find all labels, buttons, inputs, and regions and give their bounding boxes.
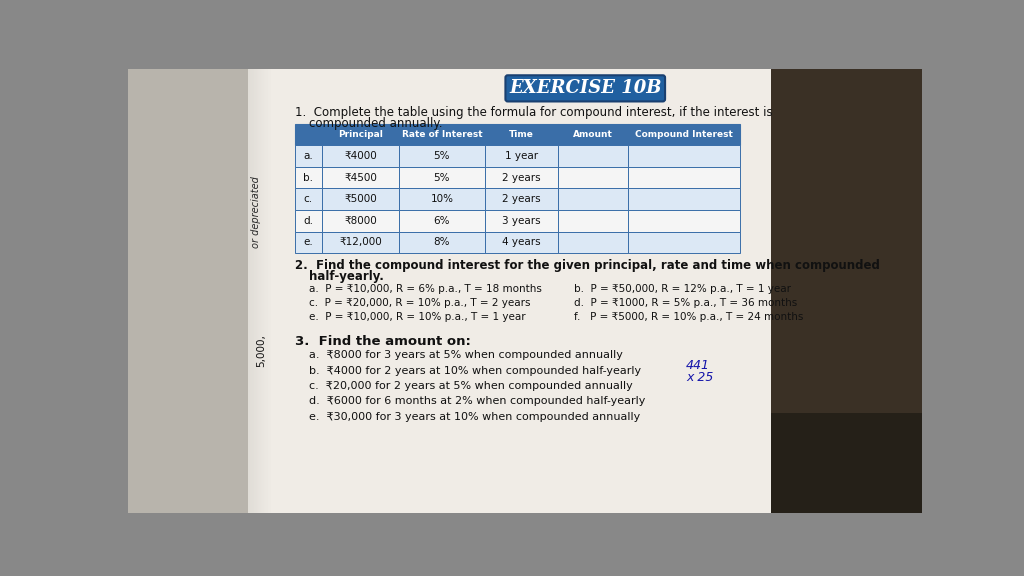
Text: f.   P = ₹5000, R = 10% p.a., T = 24 months: f. P = ₹5000, R = 10% p.a., T = 24 month… (573, 312, 803, 321)
Text: 2 years: 2 years (502, 173, 541, 183)
Text: e.: e. (303, 237, 313, 247)
Text: 1 year: 1 year (505, 151, 538, 161)
Bar (558, 167, 628, 188)
Bar (399, 167, 484, 188)
Text: 3 years: 3 years (502, 216, 541, 226)
Bar (399, 124, 484, 145)
Text: d.  P = ₹1000, R = 5% p.a., T = 36 months: d. P = ₹1000, R = 5% p.a., T = 36 months (573, 298, 797, 308)
Bar (484, 124, 558, 145)
Bar (628, 210, 740, 232)
Bar (322, 188, 399, 210)
Text: 8%: 8% (433, 237, 451, 247)
FancyBboxPatch shape (506, 75, 665, 101)
Text: 6%: 6% (433, 216, 451, 226)
Text: b.  P = ₹50,000, R = 12% p.a., T = 1 year: b. P = ₹50,000, R = 12% p.a., T = 1 year (573, 284, 791, 294)
Text: 441: 441 (686, 359, 710, 372)
Bar (322, 210, 399, 232)
Bar (558, 210, 628, 232)
Bar (628, 124, 740, 145)
Text: compounded annually.: compounded annually. (308, 117, 442, 130)
Bar (295, 145, 322, 167)
Bar (484, 232, 558, 253)
Bar (484, 210, 558, 232)
Bar (628, 145, 740, 167)
Text: 4 years: 4 years (502, 237, 541, 247)
Text: ₹4000: ₹4000 (344, 151, 377, 161)
Text: 5%: 5% (433, 151, 451, 161)
Text: 5%: 5% (433, 173, 451, 183)
Bar (399, 188, 484, 210)
Bar (764, 69, 922, 513)
Bar (710, 69, 922, 513)
Bar (671, 69, 922, 412)
Text: 1.  Complete the table using the formula for compound interest, if the interest : 1. Complete the table using the formula … (295, 106, 772, 119)
Text: c.  P = ₹20,000, R = 10% p.a., T = 2 years: c. P = ₹20,000, R = 10% p.a., T = 2 year… (308, 298, 530, 308)
Bar (628, 188, 740, 210)
Text: 3.  Find the amount on:: 3. Find the amount on: (295, 335, 470, 348)
Bar (399, 232, 484, 253)
Text: b.: b. (303, 173, 313, 183)
Bar (322, 167, 399, 188)
Text: c.  ₹20,000 for 2 years at 5% when compounded annually: c. ₹20,000 for 2 years at 5% when compou… (308, 381, 633, 391)
Bar (399, 210, 484, 232)
Bar (558, 124, 628, 145)
Text: Principal: Principal (338, 130, 383, 139)
Text: 2.  Find the compound interest for the given principal, rate and time when compo: 2. Find the compound interest for the gi… (295, 259, 880, 272)
Bar (295, 232, 322, 253)
Text: 2 years: 2 years (502, 194, 541, 204)
Text: or depreciated: or depreciated (251, 176, 261, 248)
Bar (248, 69, 771, 513)
Bar (484, 145, 558, 167)
Text: c.: c. (304, 194, 312, 204)
Text: ₹4500: ₹4500 (344, 173, 377, 183)
Text: Rate of Interest: Rate of Interest (401, 130, 482, 139)
Bar (322, 124, 399, 145)
Text: Amount: Amount (573, 130, 613, 139)
Bar (295, 124, 322, 145)
Text: e.  ₹30,000 for 3 years at 10% when compounded annually: e. ₹30,000 for 3 years at 10% when compo… (308, 412, 640, 422)
Bar (295, 210, 322, 232)
Text: ₹12,000: ₹12,000 (339, 237, 382, 247)
Bar (484, 167, 558, 188)
Text: b.  ₹4000 for 2 years at 10% when compounded half-yearly: b. ₹4000 for 2 years at 10% when compoun… (308, 366, 641, 376)
Text: Compound Interest: Compound Interest (635, 130, 733, 139)
Bar (484, 188, 558, 210)
Bar (558, 145, 628, 167)
Bar (322, 232, 399, 253)
Text: d.: d. (303, 216, 313, 226)
Text: ₹5000: ₹5000 (344, 194, 377, 204)
Text: e.  P = ₹10,000, R = 10% p.a., T = 1 year: e. P = ₹10,000, R = 10% p.a., T = 1 year (308, 312, 525, 321)
Text: a.: a. (303, 151, 313, 161)
Text: ₹8000: ₹8000 (344, 216, 377, 226)
Bar (399, 145, 484, 167)
Text: a.  P = ₹10,000, R = 6% p.a., T = 18 months: a. P = ₹10,000, R = 6% p.a., T = 18 mont… (308, 284, 542, 294)
Bar (128, 69, 271, 513)
Text: half-yearly.: half-yearly. (308, 270, 383, 283)
Text: x 25: x 25 (686, 371, 714, 384)
Bar (322, 145, 399, 167)
Text: 5,000,: 5,000, (256, 335, 266, 367)
Text: a.  ₹8000 for 3 years at 5% when compounded annually: a. ₹8000 for 3 years at 5% when compound… (308, 350, 623, 360)
Text: EXERCISE 10B: EXERCISE 10B (509, 79, 662, 97)
Text: 10%: 10% (430, 194, 454, 204)
Bar (295, 167, 322, 188)
Text: d.  ₹6000 for 6 months at 2% when compounded half-yearly: d. ₹6000 for 6 months at 2% when compoun… (308, 396, 645, 407)
Bar (295, 188, 322, 210)
Bar (558, 232, 628, 253)
Bar (628, 167, 740, 188)
Bar (558, 188, 628, 210)
Bar (628, 232, 740, 253)
Text: Time: Time (509, 130, 534, 139)
